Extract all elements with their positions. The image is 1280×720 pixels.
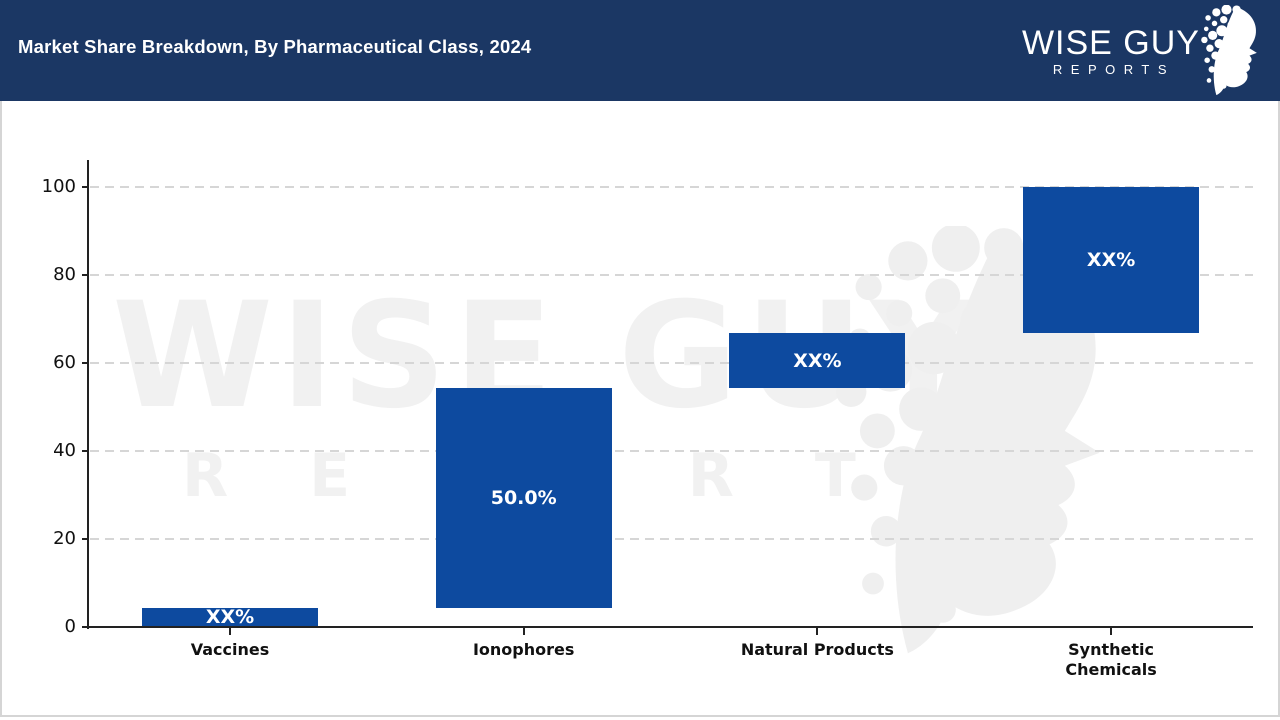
logo-wordmark-line1: WISE GUY — [1021, 23, 1200, 62]
logo-wordmark-line2: REPORTS — [1052, 61, 1176, 77]
logo-wordmark: WISE GUY REPORTS — [1022, 26, 1200, 76]
header-bar: Market Share Breakdown, By Pharmaceutica… — [0, 0, 1280, 101]
face-profile-logo-icon — [1190, 5, 1274, 97]
wise-guy-logo: WISE GUY REPORTS — [1022, 2, 1274, 99]
watermark-face-icon — [788, 226, 1176, 662]
page-title: Market Share Breakdown, By Pharmaceutica… — [18, 36, 532, 57]
